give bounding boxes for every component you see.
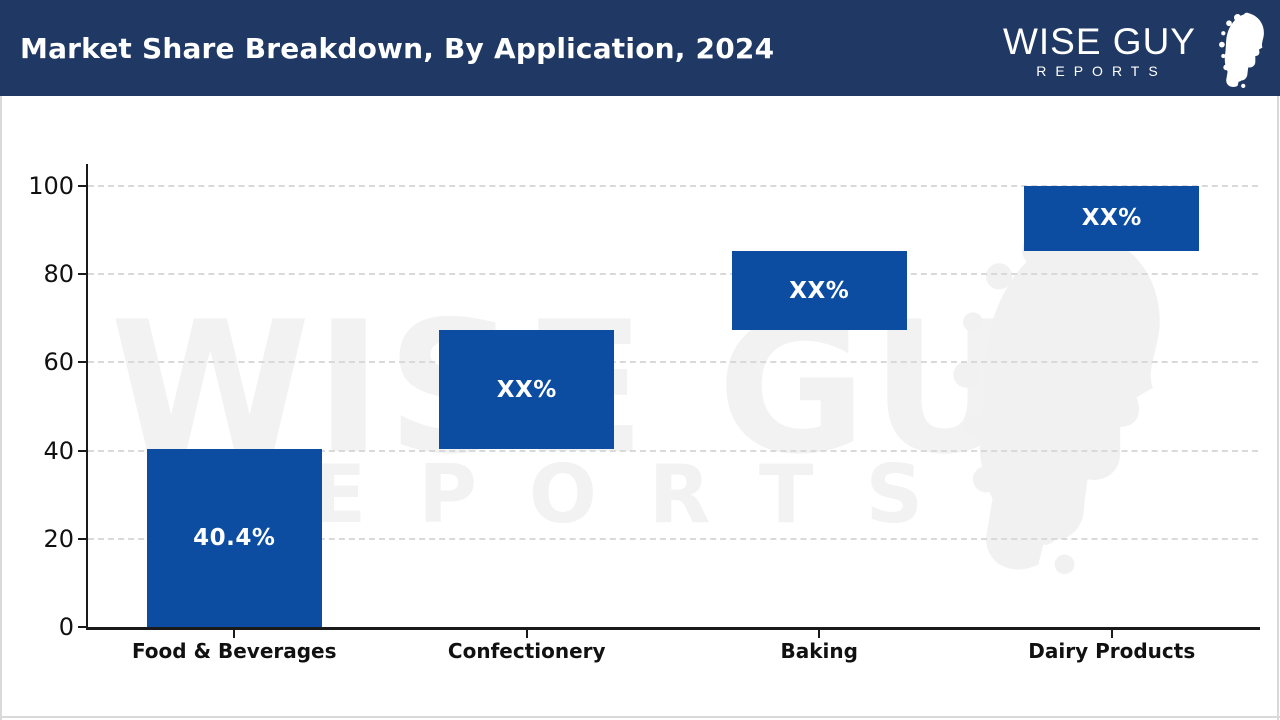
y-tick-mark bbox=[78, 626, 86, 628]
gridline-20 bbox=[88, 537, 1258, 540]
bar-value-label: XX% bbox=[789, 277, 850, 304]
x-tick-mark bbox=[233, 630, 236, 638]
y-tick-mark bbox=[78, 537, 86, 540]
gridline-60 bbox=[88, 361, 1258, 364]
page-title: Market Share Breakdown, By Application, … bbox=[20, 31, 775, 65]
y-tick-label: 100 bbox=[28, 172, 74, 201]
y-axis-spine bbox=[86, 164, 88, 630]
y-tick-label: 40 bbox=[43, 436, 74, 465]
frame-border-bottom bbox=[0, 716, 1280, 718]
wiseguy-logo: WISE GUY REPORTS bbox=[1003, 10, 1266, 92]
gridline-100 bbox=[88, 185, 1258, 188]
x-axis-spine bbox=[86, 627, 1260, 630]
wiseguy-head-icon bbox=[1219, 12, 1264, 88]
bar-1: XX% bbox=[439, 330, 615, 449]
bar-2: XX% bbox=[731, 250, 907, 331]
category-label-2: Baking bbox=[780, 639, 858, 663]
x-tick-mark bbox=[1110, 630, 1113, 638]
frame-border-left bbox=[0, 96, 2, 720]
y-tick-label: 80 bbox=[43, 260, 74, 289]
bar-3: XX% bbox=[1024, 186, 1200, 251]
bar-value-label: XX% bbox=[496, 376, 557, 403]
category-label-1: Confectionery bbox=[447, 639, 606, 663]
gridline-40 bbox=[88, 449, 1258, 452]
gridline-80 bbox=[88, 273, 1258, 276]
y-tick-mark bbox=[78, 273, 86, 276]
category-label-0: Food & Beverages bbox=[131, 639, 337, 663]
x-tick-mark bbox=[525, 630, 528, 638]
y-tick-mark bbox=[78, 185, 86, 188]
y-tick-label: 60 bbox=[43, 348, 74, 377]
frame-border-right bbox=[1277, 96, 1279, 720]
bar-value-label: XX% bbox=[1081, 205, 1142, 232]
y-tick-mark bbox=[78, 361, 86, 364]
y-tick-label: 0 bbox=[58, 613, 74, 641]
y-tick-label: 20 bbox=[43, 524, 74, 553]
bar-0: 40.4% bbox=[146, 448, 322, 627]
y-tick-mark bbox=[78, 449, 86, 452]
header-bar: Market Share Breakdown, By Application, … bbox=[0, 0, 1280, 96]
bar-value-label: 40.4% bbox=[193, 524, 276, 551]
logo-reports-text: REPORTS bbox=[1036, 63, 1167, 80]
category-label-3: Dairy Products bbox=[1028, 639, 1196, 663]
logo-wordmark: WISE GUY bbox=[1002, 20, 1196, 62]
x-tick-mark bbox=[818, 630, 821, 638]
wiseguy-logo-text: WISE GUY REPORTS bbox=[1002, 20, 1196, 80]
